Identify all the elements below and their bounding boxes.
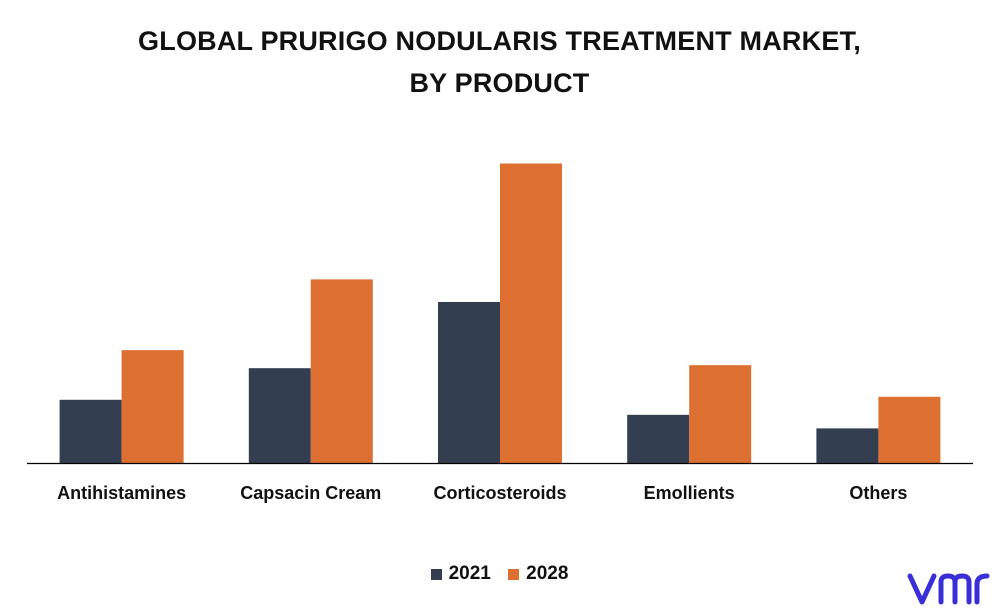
bar-others-2021	[816, 428, 879, 463]
chart-title: GLOBAL PRURIGO NODULARIS TREATMENT MARKE…	[0, 20, 999, 104]
chart-title-line-1: GLOBAL PRURIGO NODULARIS TREATMENT MARKE…	[138, 26, 861, 56]
legend-item-2021: 2021	[430, 563, 491, 585]
bar-emollients-2021	[627, 414, 690, 463]
x-tick-label: Capsacin Cream	[240, 483, 381, 503]
legend-label-2021: 2021	[448, 563, 491, 584]
legend-label-2028: 2028	[526, 563, 569, 584]
bar-emollients-2028	[689, 365, 752, 463]
bar-capsacin-cream-2021	[248, 368, 311, 463]
legend-swatch-2021	[430, 568, 442, 580]
bar-others-2028	[878, 396, 941, 463]
vmr-logo	[907, 573, 990, 605]
bar-antihistamines-2028	[121, 350, 184, 463]
bar-antihistamines-2021	[59, 399, 122, 463]
bar-corticosteroids-2028	[500, 163, 562, 463]
legend-item-2028: 2028	[508, 563, 568, 585]
legend: 2021 2028	[0, 563, 999, 586]
x-tick-label: Emollients	[644, 483, 735, 503]
x-tick-label: Antihistamines	[57, 483, 186, 503]
bar-chart: Antihistamines Capsacin Cream Corticostero…	[27, 163, 973, 503]
x-tick-label: Corticosteroids	[433, 483, 566, 503]
bar-corticosteroids-2021	[438, 301, 500, 463]
legend-swatch-2028	[508, 568, 520, 580]
bar-capsacin-cream-2028	[310, 279, 373, 463]
chart-title-line-2: BY PRODUCT	[409, 68, 590, 98]
x-tick-label: Others	[849, 483, 907, 503]
